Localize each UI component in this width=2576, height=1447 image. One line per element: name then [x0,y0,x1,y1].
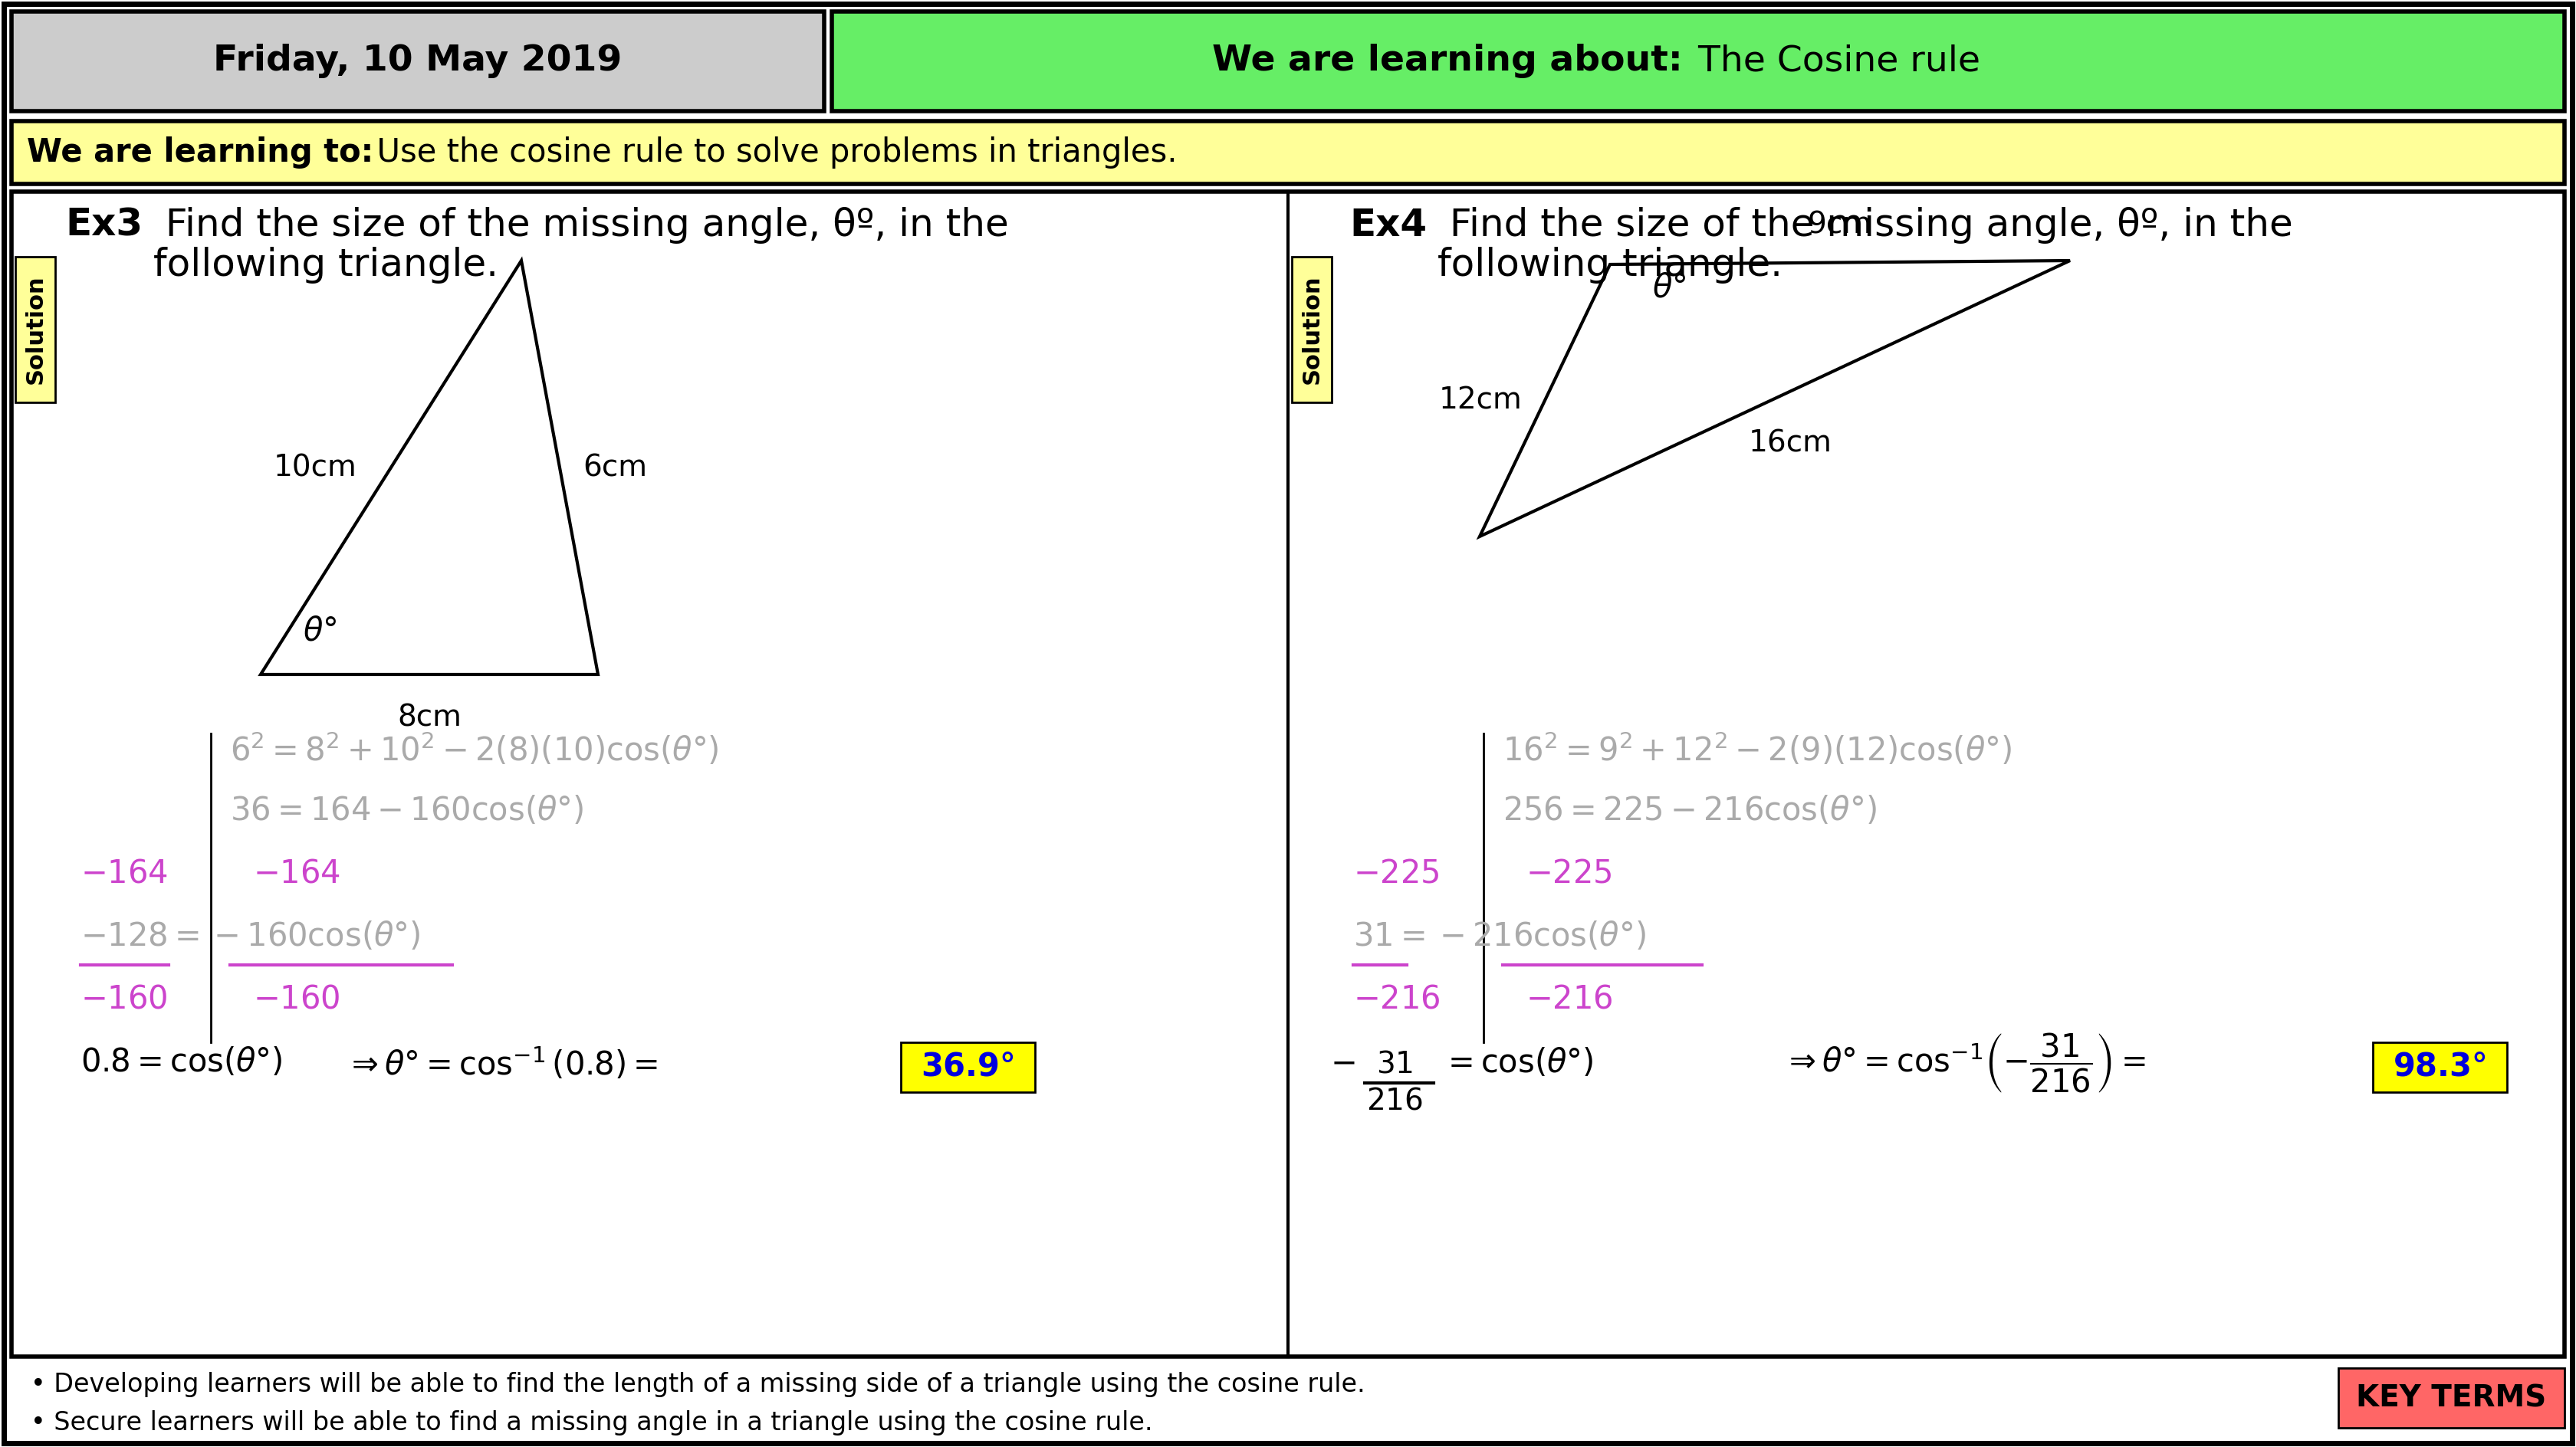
Text: $-216$: $-216$ [1352,984,1440,1016]
Text: $31 = -216\cos(\theta°)$: $31 = -216\cos(\theta°)$ [1352,920,1646,952]
FancyBboxPatch shape [2372,1042,2506,1092]
Text: 9cm: 9cm [1808,210,1873,240]
FancyBboxPatch shape [832,12,2566,111]
FancyBboxPatch shape [2339,1367,2566,1428]
Text: Solution: Solution [1301,275,1324,385]
FancyBboxPatch shape [15,256,54,402]
FancyBboxPatch shape [10,122,2566,184]
Text: following triangle.: following triangle. [1437,247,1783,284]
Text: Friday, 10 May 2019: Friday, 10 May 2019 [214,43,623,78]
Text: $\Rightarrow \theta° = \cos^{-1}\!\left(-\dfrac{31}{216}\right) = $: $\Rightarrow \theta° = \cos^{-1}\!\left(… [1783,1032,2146,1094]
Text: • Developing learners will be able to find the length of a missing side of a tri: • Developing learners will be able to fi… [31,1372,1365,1398]
Text: Ex3: Ex3 [64,207,142,243]
Text: $-160$: $-160$ [80,984,167,1016]
Text: We are learning about:: We are learning about: [1213,43,1682,78]
Text: $\theta°$: $\theta°$ [304,615,337,648]
Text: $\theta°$: $\theta°$ [1651,272,1687,304]
Text: Use the cosine rule to solve problems in triangles.: Use the cosine rule to solve problems in… [355,136,1177,169]
Text: 12cm: 12cm [1437,386,1522,415]
FancyBboxPatch shape [1291,256,1332,402]
Text: The Cosine rule: The Cosine rule [1687,43,1981,78]
Text: $-225$: $-225$ [1525,858,1613,890]
Text: $\Rightarrow \theta° = \cos^{-1}(0.8) = $: $\Rightarrow \theta° = \cos^{-1}(0.8) = … [345,1046,657,1082]
Text: $256 = 225 - 216\cos(\theta°)$: $256 = 225 - 216\cos(\theta°)$ [1502,794,1878,828]
Text: $-216$: $-216$ [1525,984,1613,1016]
FancyBboxPatch shape [902,1042,1036,1092]
Text: $-160$: $-160$ [252,984,340,1016]
FancyBboxPatch shape [10,12,824,111]
Text: 6cm: 6cm [582,453,647,482]
Text: 10cm: 10cm [273,453,355,482]
Text: $\mathbf{36.9°}$: $\mathbf{36.9°}$ [920,1051,1015,1082]
Text: Find the size of the missing angle, θº, in the: Find the size of the missing angle, θº, … [1437,207,2293,243]
Text: $-128 = -160\cos(\theta°)$: $-128 = -160\cos(\theta°)$ [80,920,420,952]
Text: $= \cos(\theta°)$: $= \cos(\theta°)$ [1443,1048,1595,1079]
Text: $-164$: $-164$ [252,858,340,890]
Text: $0.8 = \cos(\theta°)$: $0.8 = \cos(\theta°)$ [80,1046,283,1078]
Text: 16cm: 16cm [1749,430,1832,459]
Text: $6^2 = 8^2 + 10^2 - 2(8)(10)\cos(\theta°)$: $6^2 = 8^2 + 10^2 - 2(8)(10)\cos(\theta°… [229,732,719,768]
Text: $31$: $31$ [1376,1051,1414,1079]
Text: $16^2 = 9^2 + 12^2 - 2(9)(12)\cos(\theta°)$: $16^2 = 9^2 + 12^2 - 2(9)(12)\cos(\theta… [1502,732,2012,768]
Text: $36 = 164 - 160\cos(\theta°)$: $36 = 164 - 160\cos(\theta°)$ [229,794,585,828]
Text: $-$: $-$ [1329,1048,1355,1079]
Text: following triangle.: following triangle. [155,247,497,284]
Text: $\mathbf{98.3°}$: $\mathbf{98.3°}$ [2393,1051,2486,1082]
Text: Solution: Solution [23,275,46,385]
Text: $216$: $216$ [1365,1087,1422,1116]
Text: KEY TERMS: KEY TERMS [2357,1383,2548,1412]
Text: • Secure learners will be able to find a missing angle in a triangle using the c: • Secure learners will be able to find a… [31,1411,1154,1435]
Text: Ex4: Ex4 [1350,207,1427,243]
Text: $-225$: $-225$ [1352,858,1440,890]
Text: 8cm: 8cm [397,703,461,732]
Text: $-164$: $-164$ [80,858,167,890]
Text: We are learning to:: We are learning to: [26,136,374,169]
FancyBboxPatch shape [10,191,2566,1357]
Text: Find the size of the missing angle, θº, in the: Find the size of the missing angle, θº, … [155,207,1010,243]
